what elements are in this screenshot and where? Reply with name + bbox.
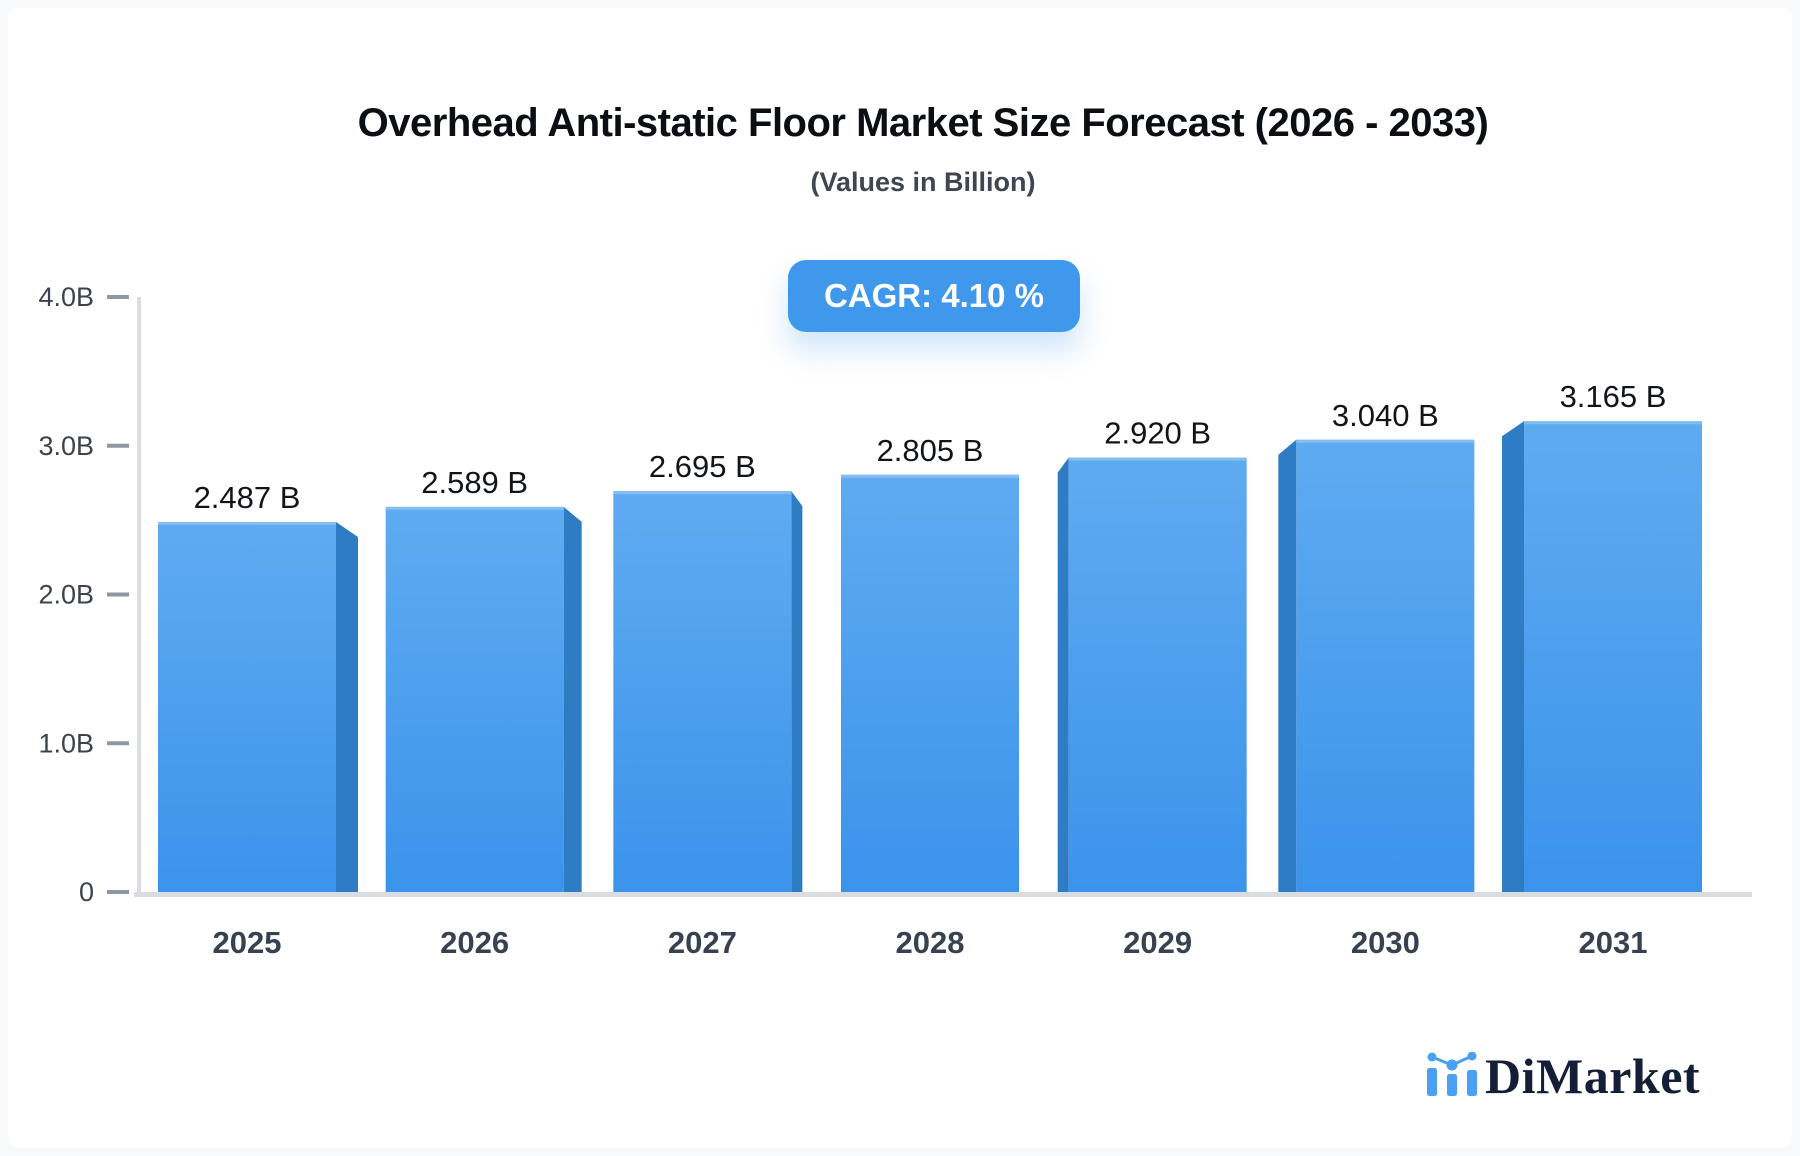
y-axis-tick	[107, 741, 129, 746]
y-axis-label: 1.0B	[38, 728, 94, 758]
bar-side-face	[1278, 439, 1297, 892]
logo-dot-2	[1446, 1059, 1458, 1071]
bar-2025: 2.487 B 2025	[158, 480, 358, 960]
logo-dot-3	[1467, 1052, 1477, 1061]
bar-value-label: 2.695 B	[649, 449, 756, 484]
bar-2026: 2.589 B 2026	[385, 465, 582, 960]
y-axis-tick	[107, 890, 129, 894]
y-axis-label: 3.0B	[38, 431, 94, 461]
bar-value-label: 2.589 B	[421, 465, 528, 500]
bar-front-face	[385, 506, 564, 892]
bar-value-label: 3.040 B	[1332, 398, 1439, 433]
x-axis-label: 2031	[1579, 925, 1648, 960]
bar-value-label: 2.487 B	[194, 480, 301, 515]
chart-title: Overhead Anti-static Floor Market Size F…	[357, 101, 1489, 145]
chart-header: Overhead Anti-static Floor Market Size F…	[54, 98, 1792, 198]
bar-side-face	[1502, 421, 1525, 892]
x-axis-label: 2030	[1351, 925, 1420, 960]
cagr-badge: CAGR: 4.10 %	[787, 260, 1081, 332]
y-axis-tick	[107, 443, 129, 448]
bar-value-label: 2.920 B	[1104, 416, 1211, 451]
bar-value-label: 2.805 B	[877, 433, 984, 468]
bar-side-face	[791, 491, 803, 892]
y-axis-tick	[107, 295, 129, 299]
x-axis-label: 2028	[896, 925, 965, 960]
brand-logo-icon	[1427, 1052, 1477, 1096]
bar-2031: 3.165 B 2031	[1502, 379, 1703, 960]
logo-bar-1	[1427, 1068, 1437, 1096]
bar-front-face	[1296, 439, 1475, 892]
x-axis-label: 2027	[668, 925, 737, 960]
logo-bar-3	[1467, 1070, 1477, 1096]
y-axis-line	[137, 297, 141, 897]
bar-side-face	[336, 522, 358, 892]
brand-logo-text: DiMarket	[1485, 1048, 1701, 1104]
bar-front-face	[613, 491, 792, 892]
x-axis-label: 2025	[213, 925, 282, 960]
x-axis-label: 2029	[1123, 925, 1192, 960]
bar-front-face	[1068, 457, 1247, 892]
bar-side-face	[1057, 457, 1069, 892]
bar-value-label: 3.165 B	[1560, 379, 1667, 414]
logo-bar-2	[1447, 1074, 1457, 1096]
bar-front-face	[158, 522, 336, 892]
y-axis-tick	[107, 592, 129, 597]
bar-front-face	[1524, 421, 1703, 892]
chart-subtitle: (Values in Billion)	[810, 167, 1036, 197]
logo-dot-1	[1427, 1052, 1437, 1062]
y-axis-label: 4.0B	[38, 282, 94, 312]
bar-2028: 2.805 B 2028	[841, 433, 1020, 960]
bar-front-face	[841, 474, 1020, 892]
x-axis-label: 2026	[440, 925, 509, 960]
bar-2029: 2.920 B 2029	[1057, 416, 1247, 960]
x-axis-line	[134, 892, 1752, 897]
bar-2030: 3.040 B 2030	[1278, 398, 1475, 960]
bar-2027: 2.695 B 2027	[613, 449, 803, 960]
y-axis-label: 0	[79, 877, 94, 907]
y-axis-label: 2.0B	[38, 580, 94, 610]
bar-side-face	[563, 506, 582, 892]
chart-card: Overhead Anti-static Floor Market Size F…	[8, 8, 1792, 1148]
